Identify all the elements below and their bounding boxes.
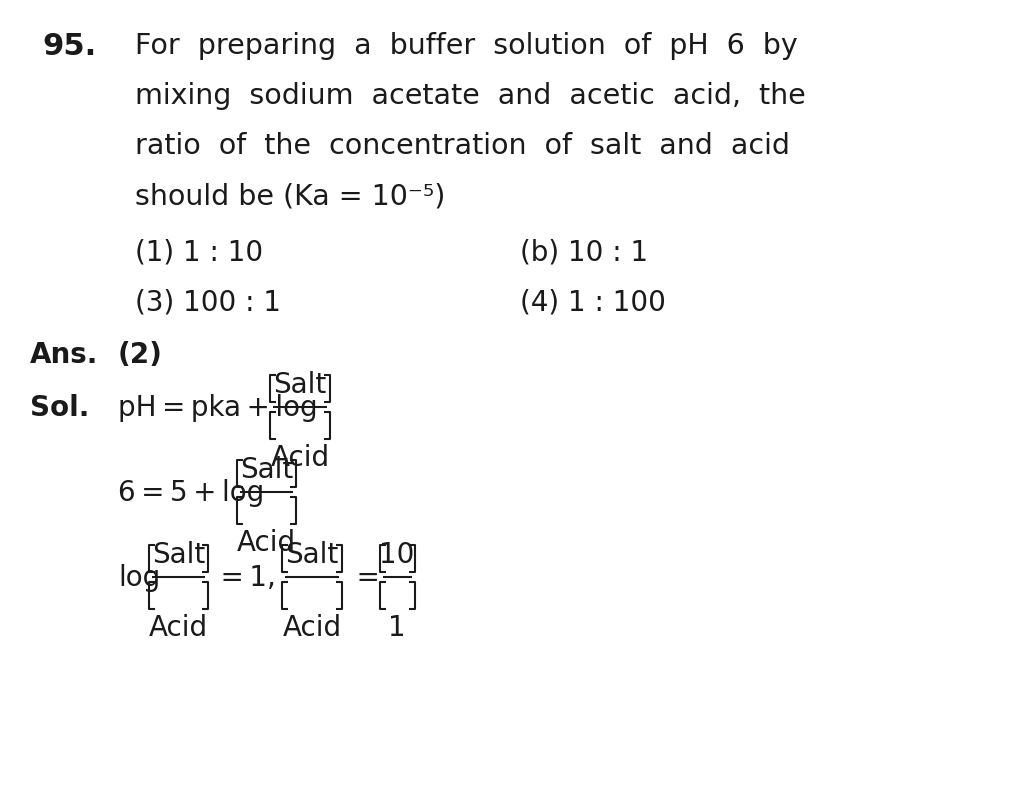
Text: Acid: Acid	[283, 614, 341, 642]
Text: Ans.: Ans.	[30, 341, 98, 369]
Text: should be (Ka = 10⁻⁵): should be (Ka = 10⁻⁵)	[135, 182, 445, 210]
Text: 10: 10	[380, 540, 415, 569]
Text: Salt: Salt	[152, 540, 205, 569]
Text: Salt: Salt	[286, 540, 339, 569]
Text: 95.: 95.	[42, 32, 96, 61]
Text: 6 = 5 + log: 6 = 5 + log	[118, 479, 264, 507]
Text: Salt: Salt	[240, 456, 293, 484]
Text: (1) 1 : 10: (1) 1 : 10	[135, 238, 263, 266]
Text: mixing  sodium  acetate  and  acetic  acid,  the: mixing sodium acetate and acetic acid, t…	[135, 82, 806, 110]
Text: log: log	[118, 564, 160, 592]
Text: Acid: Acid	[270, 444, 330, 472]
Text: 1: 1	[388, 614, 406, 642]
Text: For  preparing  a  buffer  solution  of  pH  6  by: For preparing a buffer solution of pH 6 …	[135, 32, 798, 60]
Text: = 1,: = 1,	[215, 564, 276, 592]
Text: (3) 100 : 1: (3) 100 : 1	[135, 288, 281, 316]
Text: Acid: Acid	[148, 614, 208, 642]
Text: (b) 10 : 1: (b) 10 : 1	[520, 238, 648, 266]
Text: Salt: Salt	[273, 371, 327, 398]
Text: pH = pka + log: pH = pka + log	[118, 394, 317, 422]
Text: (2): (2)	[118, 341, 163, 369]
Text: Acid: Acid	[237, 529, 296, 557]
Text: Sol.: Sol.	[30, 394, 89, 422]
Text: (4) 1 : 100: (4) 1 : 100	[520, 288, 666, 316]
Text: =: =	[350, 564, 380, 592]
Text: ratio  of  the  concentration  of  salt  and  acid: ratio of the concentration of salt and a…	[135, 132, 790, 160]
